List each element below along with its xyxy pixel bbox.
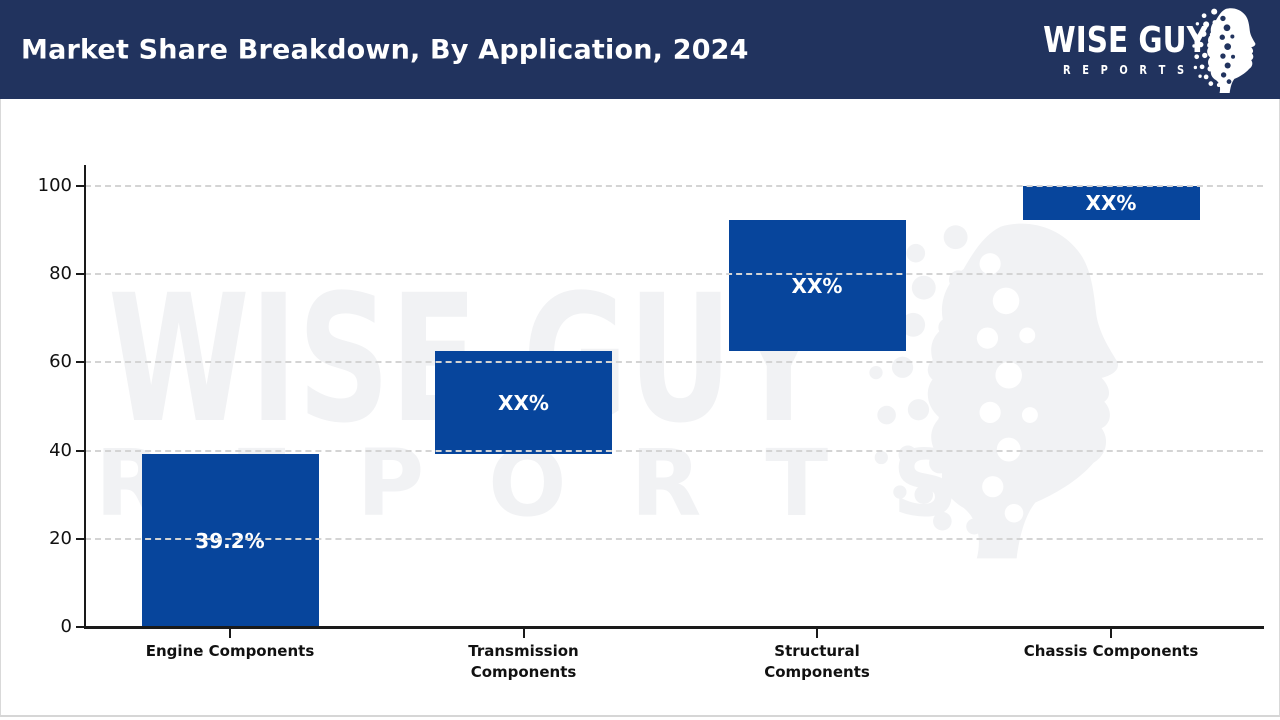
gridline-y-80 [85,273,1263,276]
x-tick-mark [1110,629,1112,638]
bar-value-label: XX% [498,390,549,415]
x-tick-mark [816,629,818,638]
y-tick-label: 20 [49,527,72,549]
y-tick-label: 0 [60,616,72,637]
brand-logo: WISE GUY R E P O R T S [1007,4,1266,96]
y-tick-label: 60 [49,351,72,373]
bar-value-label: XX% [1085,190,1137,215]
y-tick-label: 40 [49,439,72,461]
bar-3: XX% [728,219,906,352]
frame-edge-left [0,99,1,717]
y-tick-label: 80 [49,263,72,285]
brand-logo-text: WISE GUY R E P O R T S [1043,20,1208,78]
header-bar: Market Share Breakdown, By Application, … [0,0,1280,99]
y-axis-line [84,165,86,628]
bar-value-label: 39.2% [195,528,265,553]
bar-1: 39.2% [141,454,319,627]
bar-value-label: XX% [791,273,843,298]
x-axis-label: Transmission Components [468,642,579,681]
y-tick-mark [76,449,85,452]
y-tick-label: 100 [37,175,72,196]
gridline-y-20 [85,537,1263,540]
y-tick-mark [76,537,85,540]
brand-name: WISE GUY [1043,20,1208,61]
bar-2: XX% [435,351,612,455]
gridline-y-100 [85,185,1263,187]
x-axis-line [84,626,1264,629]
page-title: Market Share Breakdown, By Application, … [21,34,749,65]
watermark-head-icon [869,223,1119,559]
x-axis-label: Structural Components [764,642,870,681]
y-tick-mark [76,185,85,187]
bar-4: XX% [1022,186,1200,220]
y-tick-mark [76,273,85,276]
frame-edge-bottom [0,715,1280,717]
x-tick-mark [522,629,525,638]
x-axis-label: Engine Components [145,642,315,660]
gridline-y-60 [85,361,1263,364]
x-axis-label: Chassis Components [1023,642,1199,660]
gridline-y-40 [85,449,1263,452]
y-tick-mark [76,626,85,628]
x-tick-mark [229,629,231,638]
y-tick-mark [76,361,85,364]
brand-subtitle: R E P O R T S [1063,63,1189,77]
